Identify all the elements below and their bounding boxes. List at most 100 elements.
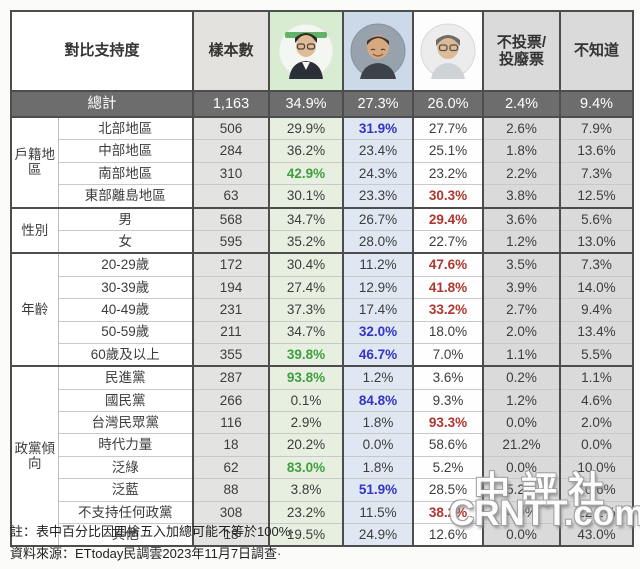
table-row: 泛藍 88 3.8% 51.9% 28.5% 5.2% 10.6% [11, 478, 635, 502]
category-label: 不支持任何政黨 [58, 500, 194, 525]
cell-dontknow: 0.0% [559, 433, 635, 457]
total-sample: 1,163 [192, 90, 271, 118]
cell-ko: 47.6% [412, 252, 484, 277]
cell-novote: 0.0% [482, 455, 561, 480]
table-row: 女 595 35.2% 28.0% 22.7% 1.2% 13.0% [11, 229, 635, 254]
col-header-sample: 樣本數 [192, 10, 271, 92]
cell-novote: 3.9% [482, 275, 561, 300]
cell-lai: 35.2% [268, 229, 344, 254]
cell-lai: 34.7% [268, 206, 344, 231]
cell-ko: 93.3% [412, 411, 484, 435]
cell-dontknow: 9.4% [559, 298, 635, 322]
category-label: 女 [58, 229, 194, 254]
cell-hou: 17.4% [342, 298, 414, 322]
cell-lai: 3.8% [268, 478, 344, 502]
table-row: 30-39歲 194 27.4% 12.9% 41.8% 3.9% 14.0% [11, 275, 635, 300]
hou-yu-ih-portrait-icon [350, 23, 406, 79]
cell-dontknow: 22.2% [559, 500, 635, 525]
cell-lai: 39.8% [268, 342, 344, 367]
cell-hou: 24.3% [342, 161, 414, 186]
total-label: 總計 [9, 90, 195, 118]
cell-lai: 83.0% [268, 455, 344, 480]
cell-lai: 2.9% [268, 411, 344, 435]
cell-dontknow: 13.6% [559, 139, 635, 163]
category-label: 泛藍 [58, 478, 194, 502]
cell-ko: 25.1% [412, 139, 484, 163]
cell-sample: 568 [192, 206, 270, 231]
cell-hou: 26.7% [342, 206, 414, 231]
table-row: 時代力量 18 20.2% 0.0% 58.6% 21.2% 0.0% [11, 433, 635, 457]
category-label: 其他 [58, 523, 194, 548]
category-label: 時代力量 [58, 433, 194, 457]
cell-novote: 21.2% [482, 433, 561, 457]
cell-dontknow: 5.5% [559, 342, 635, 367]
cell-dontknow: 7.3% [559, 252, 635, 277]
cell-hou: 46.7% [342, 342, 414, 367]
cell-ko: 22.7% [412, 229, 484, 254]
cell-lai: 42.9% [268, 161, 344, 186]
table-row: 性別男 568 34.7% 26.7% 29.4% 3.6% 5.6% [10, 206, 635, 254]
cell-ko: 7.0% [412, 342, 484, 367]
table-row: 戶籍地區 北部地區 506 29.9% 31.9% 27.7% 2.6% 7.9% [10, 116, 635, 209]
header-row: 對比支持度 樣本數 [9, 10, 635, 92]
cell-novote: 2.0% [482, 320, 561, 344]
table-row: 台灣民眾黨 116 2.9% 1.8% 93.3% 0.0% 2.0% [11, 411, 635, 435]
category-label: 民進黨 [58, 365, 194, 390]
cell-hou: 28.0% [342, 229, 414, 254]
cell-novote: 3.6% [482, 206, 561, 231]
footnote-source: 資料來源：ETtoday民調雲2023年11月7日調查· [10, 545, 282, 561]
cell-novote: 2.7% [482, 298, 561, 322]
footnotes: 註：表中百分比因四捨五入加總可能不等於100%· 資料來源：ETtoday民調雲… [10, 521, 295, 565]
table-row: 中部地區 284 36.2% 23.4% 25.1% 1.8% 13.6% [11, 139, 635, 163]
cell-novote: 1.2% [482, 229, 561, 254]
cell-sample: 172 [192, 252, 270, 277]
cell-sample: 231 [192, 298, 270, 322]
cell-sample: 310 [192, 161, 270, 186]
category-label: 20-29歲 [58, 252, 194, 277]
cell-hou: 31.9% [342, 116, 414, 141]
cell-lai: 36.2% [268, 139, 344, 163]
table-row: 不支持任何政黨 308 23.2% 11.5% 38.2% 4.9% 22.2% [11, 500, 635, 525]
candidate-photo-ko [412, 10, 485, 92]
lai-ching-te-portrait-icon [278, 23, 334, 79]
cell-dontknow: 13.4% [559, 320, 635, 344]
cell-ko: 27.7% [412, 116, 484, 141]
group-label: 性別 [10, 206, 59, 254]
cell-sample: 88 [192, 478, 270, 502]
group-label: 戶籍地區 [10, 116, 59, 209]
cell-dontknow: 5.6% [559, 206, 635, 231]
table-row: 其他 18 19.5% 24.9% 12.6% 0.0% 43.0% [11, 523, 635, 548]
col-header-novote: 不投票/ 投廢票 [482, 10, 562, 92]
cell-ko: 18.0% [412, 320, 484, 344]
cell-hou: 84.8% [342, 388, 414, 413]
cell-dontknow: 7.3% [559, 161, 635, 186]
cell-dontknow: 1.1% [559, 365, 635, 390]
category-label: 東部離島地區 [58, 184, 194, 209]
table-row: 政黨傾向 民進黨 287 93.8% 1.2% 3.6% 0.2% 1.1% [10, 365, 635, 547]
cell-dontknow: 4.6% [559, 388, 635, 413]
cell-ko: 33.2% [412, 298, 484, 322]
cell-novote: 1.2% [482, 388, 561, 413]
category-label: 南部地區 [58, 161, 194, 186]
category-label: 40-49歲 [58, 298, 194, 322]
category-label: 泛綠 [58, 455, 194, 480]
category-label: 國民黨 [58, 388, 194, 413]
cell-ko: 3.6% [412, 365, 484, 390]
cell-novote: 2.6% [482, 116, 561, 141]
table-row: 東部離島地區 63 30.1% 23.3% 30.3% 3.8% 12.5% [11, 184, 635, 209]
cell-hou: 32.0% [342, 320, 414, 344]
cell-ko: 41.8% [412, 275, 484, 300]
total-value-hou: 27.3% [342, 90, 415, 118]
cell-lai: 0.1% [268, 388, 344, 413]
cell-sample: 63 [192, 184, 270, 209]
cell-sample: 266 [192, 388, 270, 413]
cell-hou: 12.9% [342, 275, 414, 300]
candidate-photo-lai [268, 10, 345, 92]
table-row: 南部地區 310 42.9% 24.3% 23.2% 2.2% 7.3% [11, 161, 635, 186]
total-value-lai: 34.9% [268, 90, 345, 118]
table-row: 國民黨 266 0.1% 84.8% 9.3% 1.2% 4.6% [11, 388, 635, 413]
cell-dontknow: 10.6% [559, 478, 635, 502]
cell-dontknow: 12.5% [559, 184, 635, 209]
total-value-dontknow: 9.4% [559, 90, 635, 118]
table-row: 60歲及以上 355 39.8% 46.7% 7.0% 1.1% 5.5% [11, 342, 635, 367]
